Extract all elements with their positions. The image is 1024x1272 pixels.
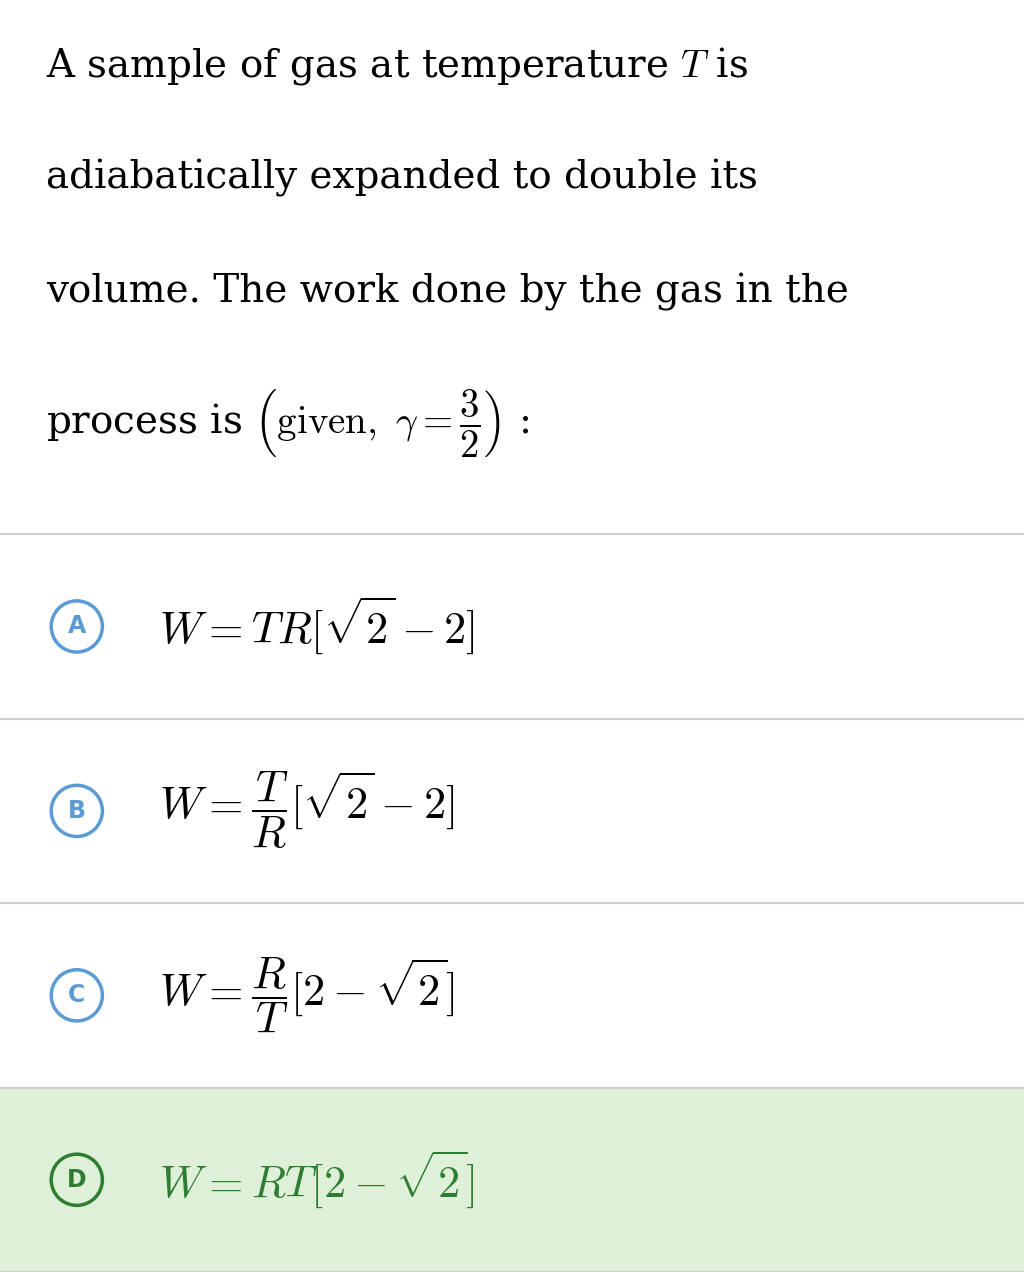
FancyBboxPatch shape: [0, 1088, 1024, 1272]
Text: A sample of gas at temperature $T$ is: A sample of gas at temperature $T$ is: [46, 45, 749, 86]
Text: C: C: [69, 983, 85, 1007]
FancyBboxPatch shape: [0, 0, 1024, 534]
FancyBboxPatch shape: [0, 534, 1024, 719]
Text: $W = \dfrac{R}{T}[2 - \sqrt{2}]$: $W = \dfrac{R}{T}[2 - \sqrt{2}]$: [159, 955, 454, 1035]
Text: $W = \dfrac{T}{R}[\sqrt{2} - 2]$: $W = \dfrac{T}{R}[\sqrt{2} - 2]$: [159, 771, 454, 851]
Text: $W = TR[\sqrt{2} - 2]$: $W = TR[\sqrt{2} - 2]$: [159, 595, 474, 658]
FancyBboxPatch shape: [0, 719, 1024, 903]
FancyBboxPatch shape: [0, 903, 1024, 1088]
Text: process is $\left(\mathrm{given,\ }\gamma = \dfrac{3}{2}\right)$ :: process is $\left(\mathrm{given,\ }\gamm…: [46, 388, 529, 459]
Text: volume. The work done by the gas in the: volume. The work done by the gas in the: [46, 273, 849, 312]
Text: $W = RT[2 - \sqrt{2}]$: $W = RT[2 - \sqrt{2}]$: [159, 1149, 474, 1211]
Text: A: A: [68, 614, 86, 639]
Text: adiabatically expanded to double its: adiabatically expanded to double its: [46, 159, 758, 197]
Text: B: B: [68, 799, 86, 823]
Text: D: D: [67, 1168, 87, 1192]
